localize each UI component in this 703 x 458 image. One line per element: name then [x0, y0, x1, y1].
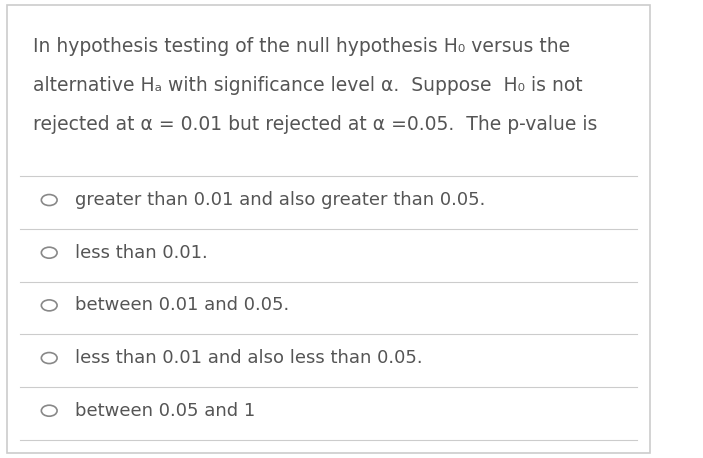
Text: between 0.05 and 1: between 0.05 and 1 — [75, 402, 256, 420]
Text: between 0.01 and 0.05.: between 0.01 and 0.05. — [75, 296, 290, 314]
Text: In hypothesis testing of the null hypothesis H₀ versus the: In hypothesis testing of the null hypoth… — [33, 37, 570, 55]
Text: less than 0.01 and also less than 0.05.: less than 0.01 and also less than 0.05. — [75, 349, 423, 367]
Text: alternative Hₐ with significance level α.  Suppose  H₀ is not: alternative Hₐ with significance level α… — [33, 76, 582, 94]
Text: greater than 0.01 and also greater than 0.05.: greater than 0.01 and also greater than … — [75, 191, 486, 209]
Text: less than 0.01.: less than 0.01. — [75, 244, 208, 262]
Text: rejected at α = 0.01 but rejected at α =0.05.  The p-value is: rejected at α = 0.01 but rejected at α =… — [33, 114, 597, 133]
FancyBboxPatch shape — [6, 5, 650, 453]
